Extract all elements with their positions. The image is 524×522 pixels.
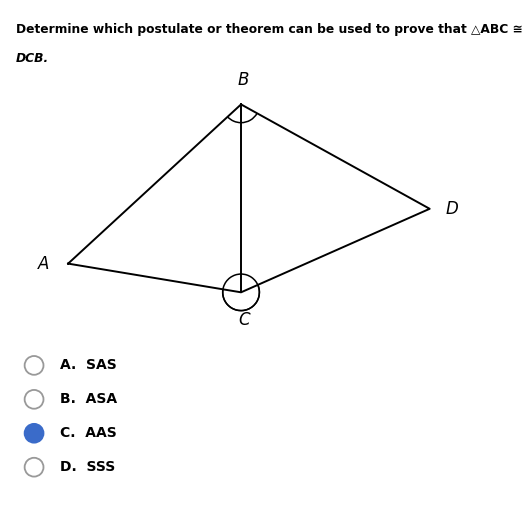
Text: DCB.: DCB.: [16, 52, 49, 65]
Circle shape: [25, 390, 43, 409]
Text: B: B: [238, 71, 249, 89]
Text: C.  AAS: C. AAS: [60, 426, 117, 440]
Text: D.  SSS: D. SSS: [60, 460, 115, 474]
Circle shape: [25, 458, 43, 477]
Circle shape: [25, 424, 43, 443]
Text: D: D: [445, 200, 458, 218]
Text: B.  ASA: B. ASA: [60, 393, 117, 406]
Circle shape: [25, 356, 43, 375]
Text: Determine which postulate or theorem can be used to prove that △ABC ≅ △: Determine which postulate or theorem can…: [16, 23, 524, 37]
Text: C: C: [238, 311, 249, 329]
Text: A: A: [38, 255, 49, 272]
Text: A.  SAS: A. SAS: [60, 359, 117, 372]
